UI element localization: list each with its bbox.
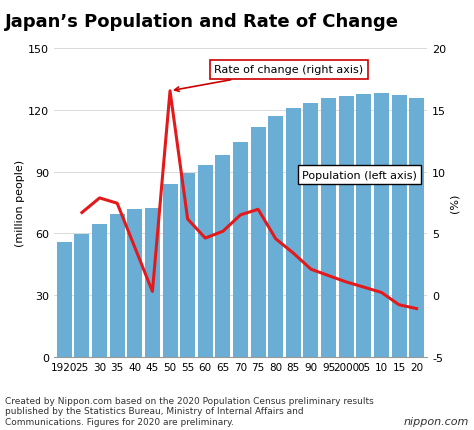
- Y-axis label: (million people): (million people): [15, 160, 25, 246]
- Text: nippon.com: nippon.com: [404, 416, 469, 426]
- Bar: [392, 96, 407, 357]
- Bar: [74, 234, 90, 357]
- Text: Rate of change (right axis): Rate of change (right axis): [174, 65, 363, 92]
- Bar: [356, 95, 371, 357]
- Bar: [303, 103, 319, 357]
- Text: Population (left axis): Population (left axis): [302, 171, 417, 181]
- Bar: [251, 127, 265, 357]
- Bar: [321, 99, 336, 357]
- Bar: [339, 96, 354, 357]
- Bar: [57, 242, 72, 357]
- Text: Created by Nippon.com based on the 2020 Population Census preliminary results
pu: Created by Nippon.com based on the 2020 …: [5, 396, 374, 426]
- Bar: [180, 174, 195, 357]
- Bar: [163, 184, 178, 357]
- Bar: [233, 142, 248, 357]
- Bar: [128, 209, 142, 357]
- Bar: [215, 155, 230, 357]
- Bar: [109, 215, 125, 357]
- Text: Japan’s Population and Rate of Change: Japan’s Population and Rate of Change: [5, 13, 399, 31]
- Bar: [268, 117, 283, 357]
- Bar: [374, 94, 389, 357]
- Bar: [145, 209, 160, 357]
- Y-axis label: (%): (%): [449, 194, 459, 213]
- Bar: [286, 108, 301, 357]
- Bar: [92, 225, 107, 357]
- Bar: [409, 99, 424, 357]
- Bar: [198, 165, 213, 357]
